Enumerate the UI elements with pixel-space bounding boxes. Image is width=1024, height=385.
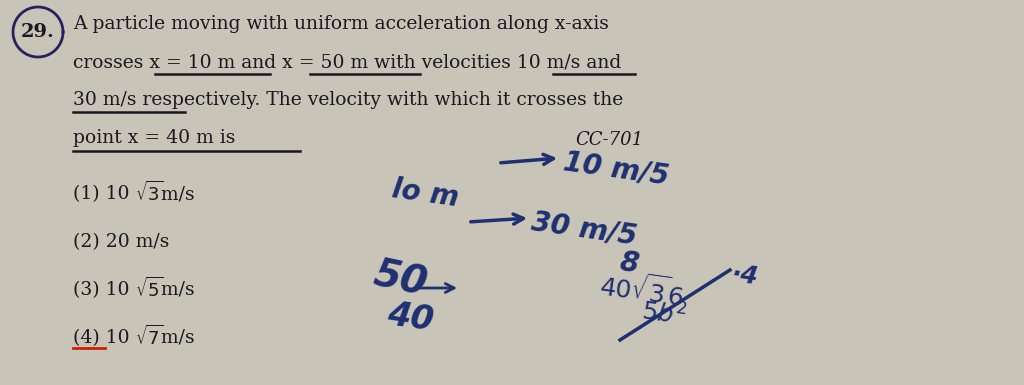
Text: $\sqrt{5}$: $\sqrt{5}$ [135, 277, 164, 301]
Text: 10 m/5: 10 m/5 [562, 148, 672, 191]
Text: 29.: 29. [22, 23, 55, 41]
Text: 8: 8 [618, 248, 641, 278]
Text: (4) 10: (4) 10 [73, 329, 130, 347]
Text: (3) 10: (3) 10 [73, 281, 129, 299]
Text: m/s: m/s [155, 329, 195, 347]
Text: $5b^2$: $5b^2$ [640, 298, 688, 331]
Text: lo m: lo m [390, 175, 461, 212]
Text: $\sqrt{7}$: $\sqrt{7}$ [135, 325, 164, 349]
Text: crosses x = 10 m and x = 50 m with velocities 10 m/s and: crosses x = 10 m and x = 50 m with veloc… [73, 53, 622, 71]
Text: 40: 40 [385, 298, 435, 337]
Text: 50: 50 [370, 255, 431, 303]
Text: (2) 20 m/s: (2) 20 m/s [73, 233, 169, 251]
Text: 30 m/s respectively. The velocity with which it crosses the: 30 m/s respectively. The velocity with w… [73, 91, 624, 109]
Text: $\sqrt{3}$: $\sqrt{3}$ [135, 181, 164, 205]
Text: $40\sqrt{3}6$: $40\sqrt{3}6$ [598, 268, 686, 312]
Text: A particle moving with uniform acceleration along x-axis: A particle moving with uniform accelerat… [73, 15, 609, 33]
Text: point x = 40 m is: point x = 40 m is [73, 129, 236, 147]
Text: 30 m/5: 30 m/5 [530, 208, 639, 251]
Text: ·4: ·4 [730, 262, 760, 290]
Text: m/s: m/s [155, 281, 195, 299]
Text: (1) 10: (1) 10 [73, 185, 129, 203]
Text: m/s: m/s [155, 185, 195, 203]
Text: CC-701: CC-701 [575, 131, 643, 149]
